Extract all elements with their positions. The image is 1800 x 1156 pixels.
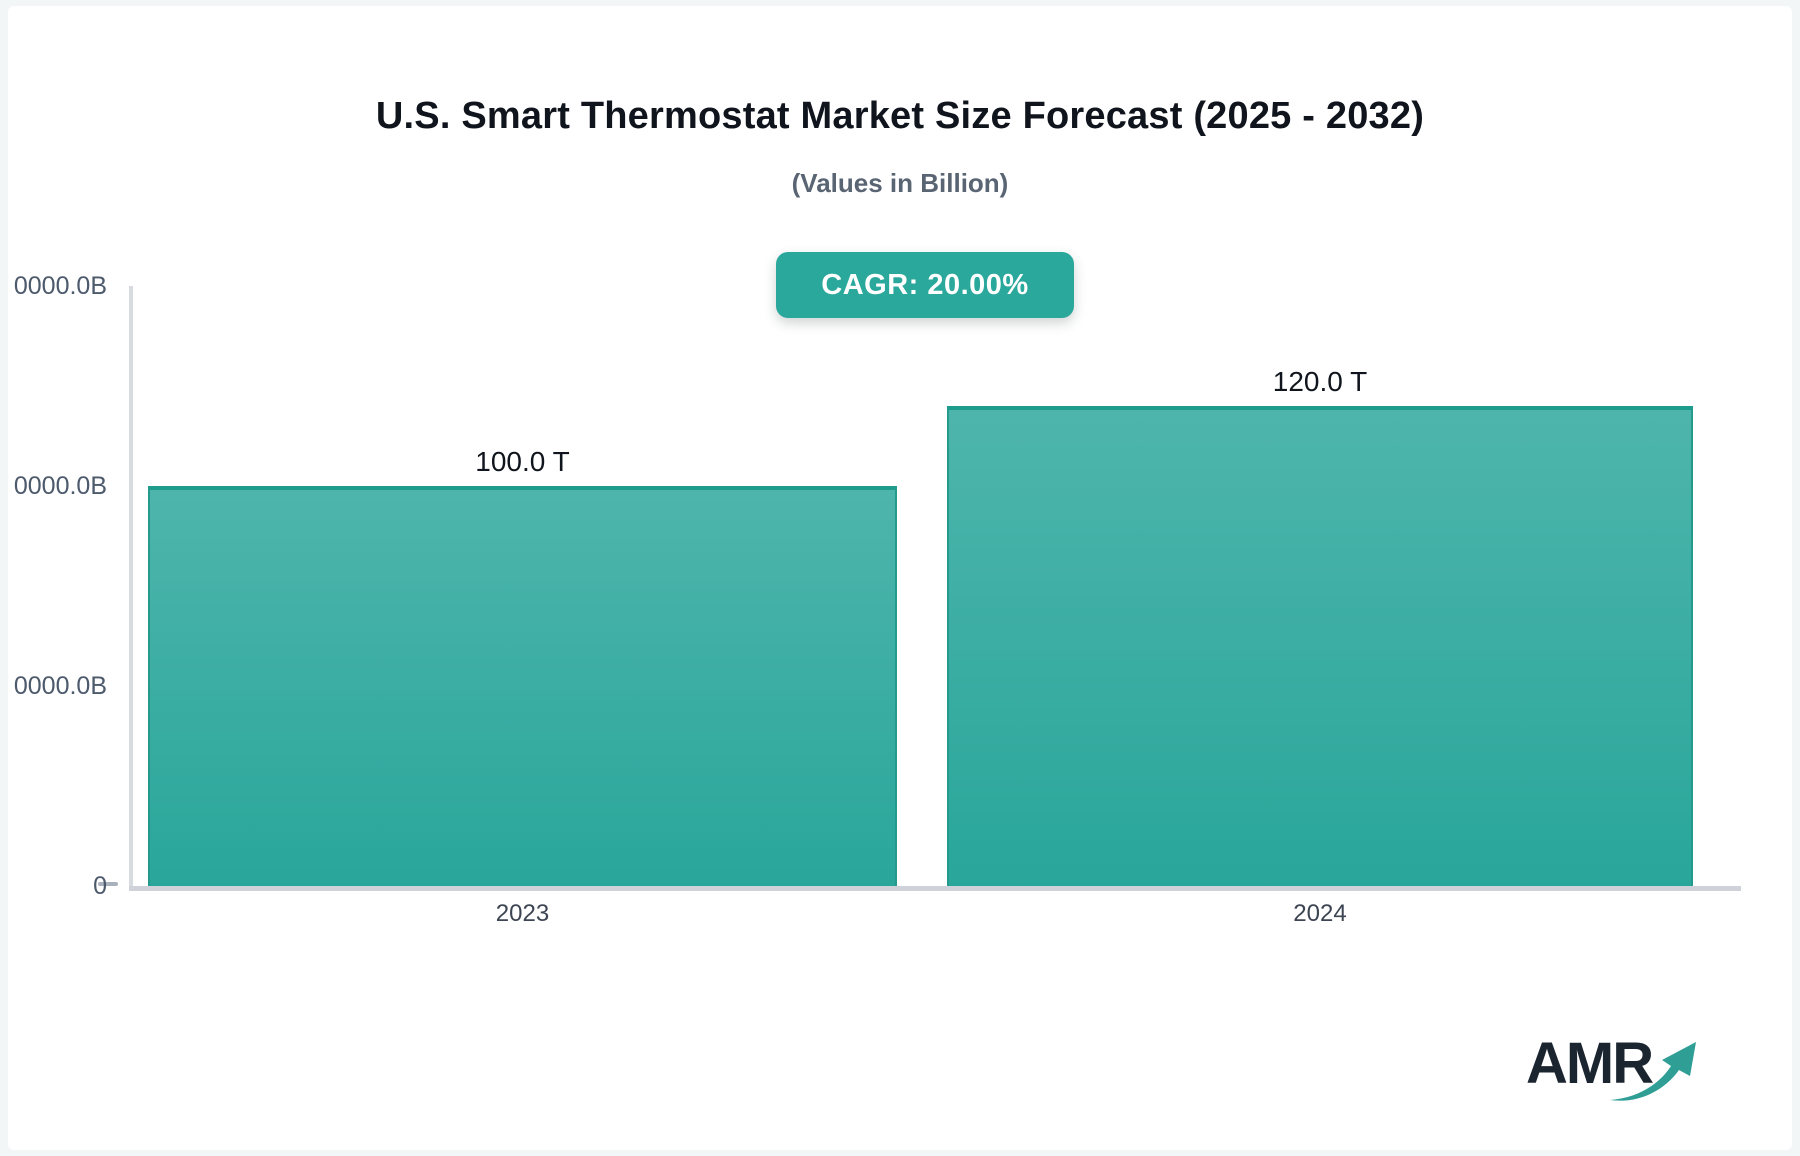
bar-value-label: 120.0 T	[1272, 366, 1368, 397]
amr-logo: AMR	[1526, 1030, 1726, 1110]
bar-value-label: 100.0 T	[475, 446, 570, 477]
chart-title: U.S. Smart Thermostat Market Size Foreca…	[375, 95, 1425, 137]
cagr-badge: CAGR: 20.00%	[776, 252, 1074, 318]
x-axis-label: 2023	[495, 900, 550, 927]
y-axis-label: 0000.0B	[13, 272, 107, 300]
x-axis-line	[129, 886, 1741, 891]
x-axis-label: 2024	[1293, 900, 1347, 927]
amr-logo-text: AMR	[1526, 1031, 1654, 1096]
y-axis-label: 0000.0B	[13, 672, 107, 700]
zero-tick-dash	[98, 882, 118, 886]
bar	[947, 406, 1693, 886]
y-axis-line	[129, 286, 133, 886]
y-axis-label: 0000.0B	[13, 472, 107, 500]
bar	[148, 486, 897, 886]
y-axis-label: 0	[93, 872, 107, 900]
growth-arrow-icon	[1608, 1038, 1700, 1109]
chart-subtitle: (Values in Billion)	[791, 168, 1009, 198]
